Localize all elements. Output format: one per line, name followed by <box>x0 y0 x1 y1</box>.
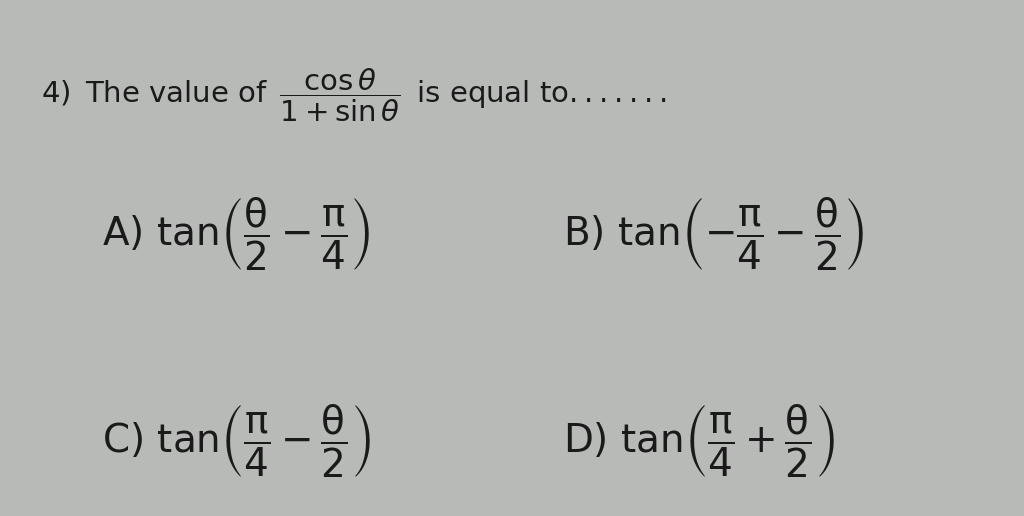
Text: $\rm{A)}\ \tan\!\left(\dfrac{\theta}{2}-\dfrac{\pi}{4}\right)$: $\rm{A)}\ \tan\!\left(\dfrac{\theta}{2}-… <box>102 196 371 273</box>
Text: $4)$$\enspace\rm{The\ value\ of}\enspace$$\dfrac{\cos\theta}{1+\sin\theta}$$\ens: $4)$$\enspace\rm{The\ value\ of}\enspace… <box>41 67 667 124</box>
Text: $\rm{B)}\ \tan\!\left(-\dfrac{\pi}{4}-\dfrac{\theta}{2}\right)$: $\rm{B)}\ \tan\!\left(-\dfrac{\pi}{4}-\d… <box>563 196 864 273</box>
Text: $\rm{C)}\ \tan\!\left(\dfrac{\pi}{4}-\dfrac{\theta}{2}\right)$: $\rm{C)}\ \tan\!\left(\dfrac{\pi}{4}-\df… <box>102 402 372 480</box>
Text: $\rm{D)}\ \tan\!\left(\dfrac{\pi}{4}+\dfrac{\theta}{2}\right)$: $\rm{D)}\ \tan\!\left(\dfrac{\pi}{4}+\df… <box>563 402 836 480</box>
